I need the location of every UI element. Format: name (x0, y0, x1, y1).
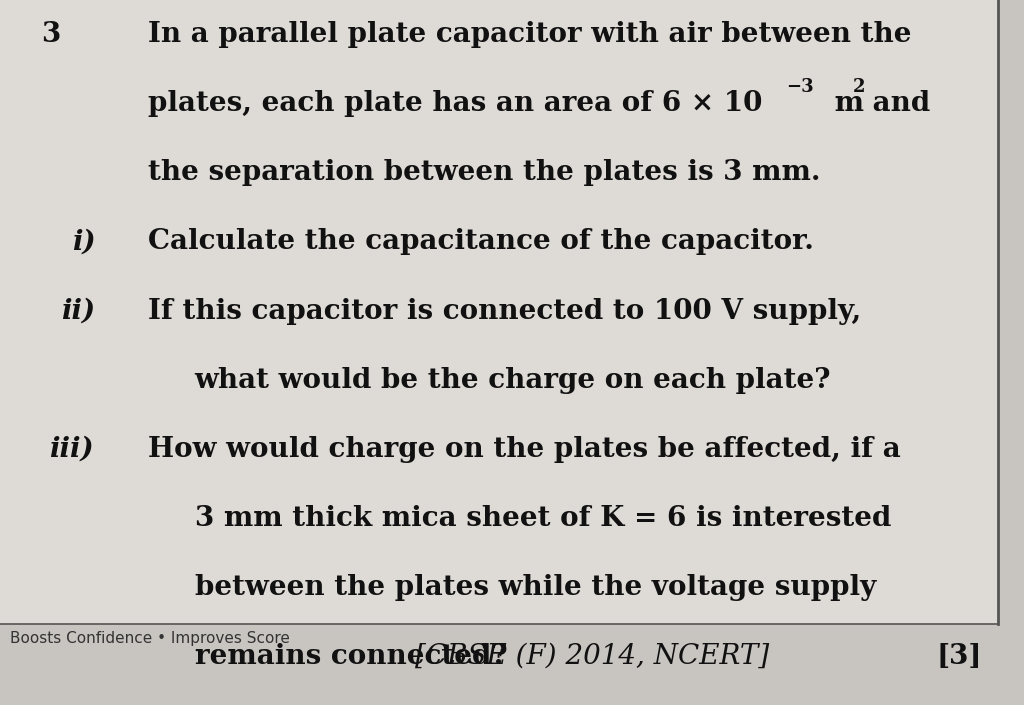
Text: ii): ii) (61, 298, 95, 324)
Text: 2: 2 (853, 78, 865, 96)
Text: In a parallel plate capacitor with air between the: In a parallel plate capacitor with air b… (148, 21, 912, 48)
Text: i): i) (72, 228, 95, 255)
Text: If this capacitor is connected to 100 V supply,: If this capacitor is connected to 100 V … (148, 298, 862, 324)
Text: and: and (863, 90, 931, 117)
Text: plates, each plate has an area of 6 × 10: plates, each plate has an area of 6 × 10 (148, 90, 763, 117)
Text: [3]: [3] (937, 643, 982, 670)
Text: between the plates while the voltage supply: between the plates while the voltage sup… (195, 574, 876, 601)
Text: remains connected?: remains connected? (195, 643, 507, 670)
Text: 3 mm thick mica sheet of K = 6 is interested: 3 mm thick mica sheet of K = 6 is intere… (195, 505, 891, 532)
Text: How would charge on the plates be affected, if a: How would charge on the plates be affect… (148, 436, 901, 462)
Text: Boosts Confidence • Improves Score: Boosts Confidence • Improves Score (10, 631, 290, 646)
Text: m: m (825, 90, 864, 117)
Text: [CBSE (F) 2014, NCERT]: [CBSE (F) 2014, NCERT] (415, 643, 769, 670)
Text: −3: −3 (786, 78, 814, 96)
Text: iii): iii) (49, 436, 94, 462)
Text: the separation between the plates is 3 mm.: the separation between the plates is 3 m… (148, 159, 821, 186)
Text: what would be the charge on each plate?: what would be the charge on each plate? (195, 367, 831, 393)
Text: Calculate the capacitance of the capacitor.: Calculate the capacitance of the capacit… (148, 228, 814, 255)
Bar (0, 0, 998, 624)
Text: 3: 3 (41, 21, 60, 48)
